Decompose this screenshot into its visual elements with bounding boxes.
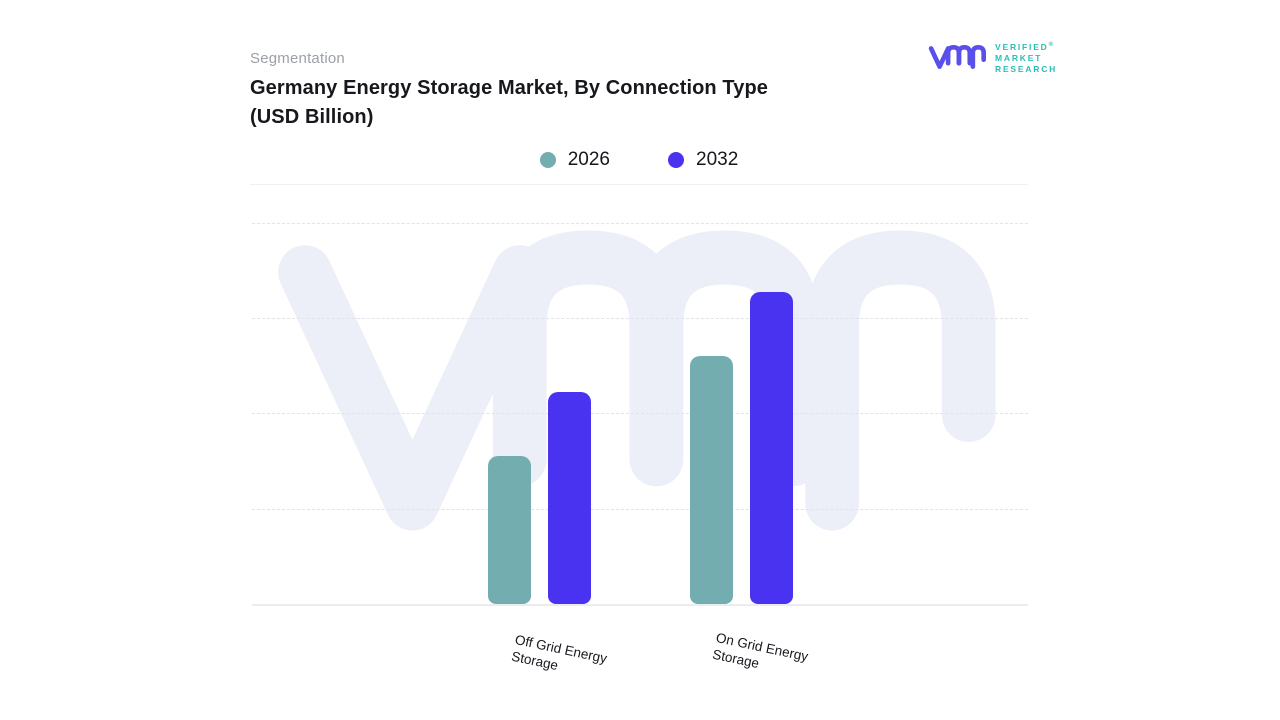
category-label-on-grid-energy-storage: On Grid Energy Storage xyxy=(711,629,810,672)
vmr-watermark-icon xyxy=(278,230,996,531)
chart-title: Germany Energy Storage Market, By Connec… xyxy=(250,74,768,132)
legend-separator xyxy=(250,184,1028,185)
chart-legend: 2026 2032 xyxy=(250,149,1028,171)
legend-item-2032: 2032 xyxy=(668,149,738,171)
chart-title-line1: Germany Energy Storage Market, By Connec… xyxy=(250,77,768,99)
wordmark-line2: MARKET xyxy=(995,52,1043,63)
bar-2026-off-grid-energy-storage xyxy=(488,456,531,604)
category-label-off-grid-energy-storage: Off Grid Energy Storage xyxy=(510,631,609,674)
bar-2032-off-grid-energy-storage xyxy=(548,392,591,604)
bar-2032-on-grid-energy-storage xyxy=(750,292,793,604)
wordmark-line1: VERIFIED® xyxy=(995,41,1054,52)
dashed-gridline xyxy=(252,318,1028,320)
bar-2026-on-grid-energy-storage xyxy=(690,356,733,604)
dashed-gridline xyxy=(252,413,1028,415)
segmentation-eyebrow: Segmentation xyxy=(250,50,345,67)
dashed-gridline xyxy=(252,222,1028,224)
registered-mark: ® xyxy=(1048,42,1054,48)
legend-dot-2032 xyxy=(668,152,684,168)
vmr-logo: VERIFIED® MARKET RESEARCH xyxy=(928,40,1057,75)
x-axis-line xyxy=(252,604,1028,606)
chart-title-line2: (USD Billion) xyxy=(250,106,374,128)
legend-dot-2026 xyxy=(539,152,556,168)
legend-label: 2032 xyxy=(696,149,739,170)
legend-label: 2026 xyxy=(567,149,610,170)
vmr-logo-icon xyxy=(928,45,986,70)
vmr-logo-wordmark: VERIFIED® MARKET RESEARCH xyxy=(995,40,1057,75)
dashed-gridline xyxy=(252,508,1028,510)
legend-item-2026: 2026 xyxy=(539,149,610,171)
wordmark-line3: RESEARCH xyxy=(995,63,1058,74)
